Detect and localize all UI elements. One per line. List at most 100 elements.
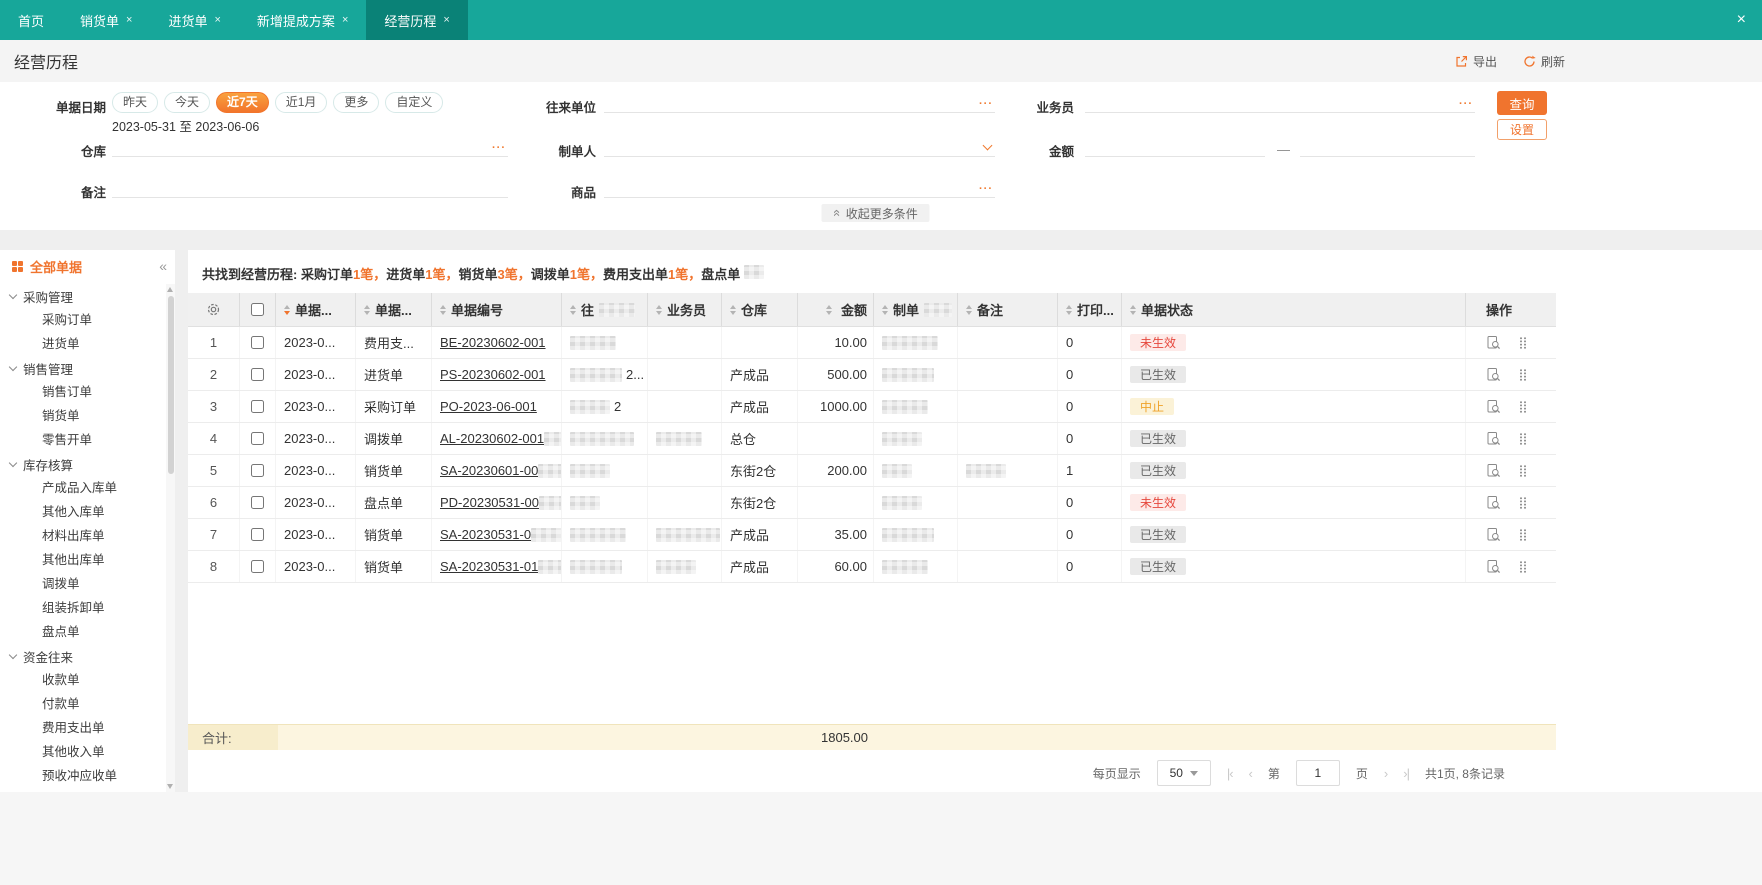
sort-icon[interactable] [1066,304,1072,315]
sidebar-item[interactable]: 其他入库单 [42,505,105,519]
sort-icon[interactable] [440,304,446,315]
export-button[interactable]: 导出 [1455,53,1497,70]
sort-icon[interactable] [882,304,888,315]
row-checkbox[interactable] [251,560,264,573]
sidebar-scrollbar[interactable] [166,284,175,792]
sidebar-item[interactable]: 销售订单 [42,385,93,399]
preview-button[interactable] [1486,559,1501,574]
column-header-code[interactable]: 单据编号 [432,293,562,326]
document-code-link[interactable]: SA-20230601-00 [440,463,539,478]
table-row[interactable]: 6 2023-0... 盘点单 PD-20230531-00 东街2仓 0 未生… [188,487,1556,519]
scroll-down-icon[interactable] [167,784,173,789]
tab-sales-order[interactable]: 销货单 × [62,0,150,40]
more-operations-button[interactable] [1517,336,1529,350]
sidebar-item[interactable]: 销货单 [42,409,80,423]
page-number-input[interactable]: 1 [1295,760,1340,786]
salesman-filter-input[interactable]: ··· [1085,91,1475,113]
sidebar-group-funds[interactable]: 资金往来 [0,644,166,668]
sidebar-collapse-icon[interactable]: « [159,258,167,274]
amount-min-input[interactable] [1085,135,1265,157]
preview-button[interactable] [1486,335,1501,350]
row-checkbox[interactable] [251,336,264,349]
tab-close-icon[interactable]: × [126,14,133,26]
column-header-type[interactable]: 单据... [356,293,432,326]
sidebar-item[interactable]: 进货单 [42,337,80,351]
document-code-link[interactable]: AL-20230602-001 [440,431,545,446]
sidebar-item[interactable]: 调拨单 [42,577,80,591]
settings-button[interactable]: 设置 [1497,119,1547,140]
document-code-link[interactable]: PD-20230531-00 [440,495,540,510]
tab-purchase-order[interactable]: 进货单 × [150,0,238,40]
sidebar-group-inventory[interactable]: 库存核算 [0,452,166,476]
sort-icon[interactable] [730,304,736,315]
row-checkbox[interactable] [251,528,264,541]
preview-button[interactable] [1486,495,1501,510]
scroll-up-icon[interactable] [167,287,173,292]
more-ellipsis-icon[interactable]: ··· [1459,98,1473,110]
sort-icon[interactable] [364,304,370,315]
column-header-date[interactable]: 单据... [276,293,356,326]
column-header-salesman[interactable]: 业务员 [648,293,722,326]
tab-close-icon[interactable]: × [341,14,349,26]
column-header-warehouse[interactable]: 仓库 [722,293,798,326]
document-code-link[interactable]: PO-2023-06-001 [440,399,537,414]
sort-icon[interactable] [825,304,832,315]
close-icon[interactable]: × [1736,11,1746,28]
tab-close-icon[interactable]: × [443,14,450,26]
scrollbar-thumb[interactable] [167,296,174,474]
collapse-more-conditions-button[interactable]: « 收起更多条件 [821,204,930,222]
tab-business-history[interactable]: 经营历程 × [366,0,468,40]
note-filter-input[interactable] [112,176,508,198]
sidebar-title[interactable]: 全部单据 [30,259,83,275]
query-button[interactable]: 查询 [1497,91,1547,115]
sidebar-item[interactable]: 费用支出单 [42,721,105,735]
more-operations-button[interactable] [1517,528,1529,542]
sidebar-item[interactable]: 采购订单 [42,313,93,327]
document-code-link[interactable]: BE-20230602-001 [440,335,546,350]
date-option-custom[interactable]: 自定义 [385,92,444,113]
table-row[interactable]: 5 2023-0... 销货单 SA-20230601-00 东街2仓 200.… [188,455,1556,487]
date-option-last-month[interactable]: 近1月 [274,92,328,113]
tab-close-icon[interactable]: × [214,14,221,26]
sidebar-group-sales[interactable]: 销售管理 [0,356,166,380]
sort-icon[interactable] [570,304,576,315]
document-code-link[interactable]: SA-20230531-0 [440,527,532,542]
row-checkbox[interactable] [251,368,264,381]
row-checkbox[interactable] [251,432,264,445]
sidebar-item[interactable]: 产成品入库单 [42,481,118,495]
row-checkbox[interactable] [251,400,264,413]
chevron-down-icon[interactable] [982,140,993,151]
refresh-button[interactable]: 刷新 [1523,53,1565,70]
sidebar-item[interactable]: 材料出库单 [42,529,105,543]
sort-icon[interactable] [656,304,662,315]
preview-button[interactable] [1486,399,1501,414]
warehouse-filter-input[interactable]: ··· [112,135,508,157]
per-page-select[interactable]: 50 [1156,760,1211,786]
sidebar-group-purchase[interactable]: 采购管理 [0,284,166,308]
column-header-note[interactable]: 备注 [958,293,1058,326]
more-ellipsis-icon[interactable]: ··· [492,142,506,154]
table-row[interactable]: 3 2023-0... 采购订单 PO-2023-06-001 2 产成品 10… [188,391,1556,423]
sidebar-item[interactable]: 零售开单 [42,433,93,447]
partner-filter-input[interactable]: ··· [604,91,995,113]
sidebar-item[interactable]: 收款单 [42,673,80,687]
sidebar-item[interactable]: 预付冲应付单 [0,788,166,792]
next-page-button[interactable]: › [1383,765,1388,781]
sort-icon[interactable] [1130,304,1136,315]
tab-home[interactable]: 首页 [0,0,62,40]
amount-max-input[interactable] [1300,135,1475,157]
column-header-status[interactable]: 单据状态 [1122,293,1466,326]
select-all-checkbox[interactable] [251,303,264,316]
row-checkbox[interactable] [251,496,264,509]
table-row[interactable]: 1 2023-0... 费用支... BE-20230602-001 10.00… [188,327,1556,359]
more-operations-button[interactable] [1517,400,1529,414]
date-option-last7days[interactable]: 近7天 [216,92,269,113]
preview-button[interactable] [1486,367,1501,382]
sidebar-item[interactable]: 组装拆卸单 [42,601,105,615]
more-ellipsis-icon[interactable]: ··· [979,98,993,110]
more-ellipsis-icon[interactable]: ··· [979,183,993,195]
first-page-button[interactable]: |‹ [1226,765,1234,781]
last-page-button[interactable]: ›| [1403,765,1410,781]
date-range-value[interactable]: 2023-05-31 至 2023-06-06 [112,120,260,134]
table-row[interactable]: 7 2023-0... 销货单 SA-20230531-0 产成品 35.00 … [188,519,1556,551]
